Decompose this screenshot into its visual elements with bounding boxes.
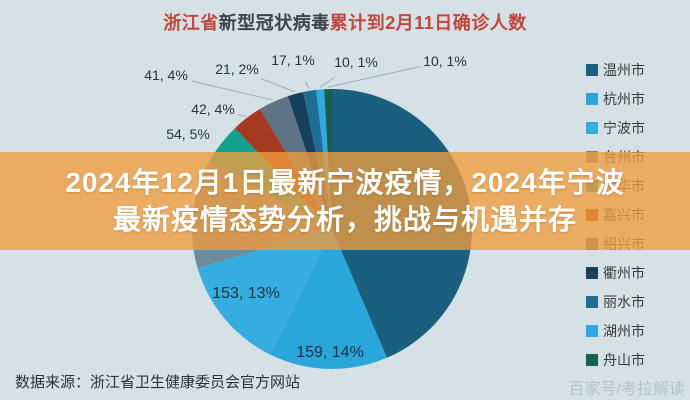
label-leader-line — [319, 76, 336, 88]
label-leader-line — [237, 114, 246, 117]
label-leader-line — [304, 81, 310, 90]
watermark: 百家号/考拉解读 — [568, 381, 685, 398]
legend-item-quzhou: 衢州市 — [586, 264, 645, 281]
legend-swatch-icon — [586, 121, 598, 134]
pie-label-ningbo: 153, 13% — [212, 285, 280, 302]
pie-label-jinhua: 54, 5% — [166, 126, 210, 142]
chart-title: 浙江省新型冠状病毒累计到2月11日确诊人数 — [0, 9, 690, 35]
banner-title-line2: 最新疫情态势分析，挑战与机遇并存 — [112, 204, 577, 235]
legend-item-hangzhou: 杭州市 — [586, 90, 645, 107]
pie-label-hangzhou: 159, 14% — [296, 344, 364, 361]
pie-label-huzhou: 10, 1% — [334, 54, 378, 70]
legend-item-wenzhou: 温州市 — [586, 61, 645, 78]
data-source-note: 数据来源：浙江省卫生健康委员会官方网站 — [15, 374, 301, 391]
legend-swatch-icon — [586, 324, 598, 337]
legend-label: 宁波市 — [603, 119, 645, 136]
legend-label: 衢州市 — [603, 264, 645, 281]
legend-label: 杭州市 — [603, 90, 645, 107]
chart-title-region: 浙江省 — [163, 13, 219, 33]
pie-label-jiaxing: 42, 4% — [191, 101, 235, 117]
pie-label-zhoushan: 10, 1% — [423, 53, 467, 69]
label-leader-line — [327, 66, 420, 88]
chart-title-subject: 新型冠状病毒 — [218, 13, 330, 33]
legend-swatch-icon — [586, 63, 598, 76]
label-leader-line — [261, 78, 296, 93]
legend-label: 舟山市 — [603, 351, 645, 368]
label-leader-line — [191, 80, 273, 101]
legend-item-zhoushan: 舟山市 — [586, 351, 645, 368]
banner-title-line1: 2024年12月1日最新宁波疫情，2024年宁波 — [65, 167, 625, 198]
legend-label: 温州市 — [603, 61, 645, 78]
chart-title-stat: 累计到2月11日确诊人数 — [329, 13, 527, 33]
pie-label-lishui: 17, 1% — [271, 52, 315, 68]
legend-item-huzhou: 湖州市 — [586, 322, 645, 339]
legend-item-ningbo: 宁波市 — [586, 119, 645, 136]
legend-swatch-icon — [586, 266, 598, 279]
legend-swatch-icon — [586, 295, 598, 308]
banner-overlay: 2024年12月1日最新宁波疫情，2024年宁波 最新疫情态势分析，挑战与机遇并… — [0, 152, 690, 250]
legend-label: 湖州市 — [603, 322, 645, 339]
legend-swatch-icon — [586, 353, 598, 366]
pie-label-quzhou: 21, 2% — [215, 61, 259, 77]
legend-item-lishui: 丽水市 — [586, 293, 645, 310]
pie-slice-ningbo — [197, 229, 332, 355]
legend-label: 丽水市 — [603, 293, 645, 310]
pie-label-shaoxing: 41, 4% — [144, 67, 188, 83]
pie-slice-hangzhou — [270, 229, 387, 369]
legend-swatch-icon — [586, 92, 598, 105]
